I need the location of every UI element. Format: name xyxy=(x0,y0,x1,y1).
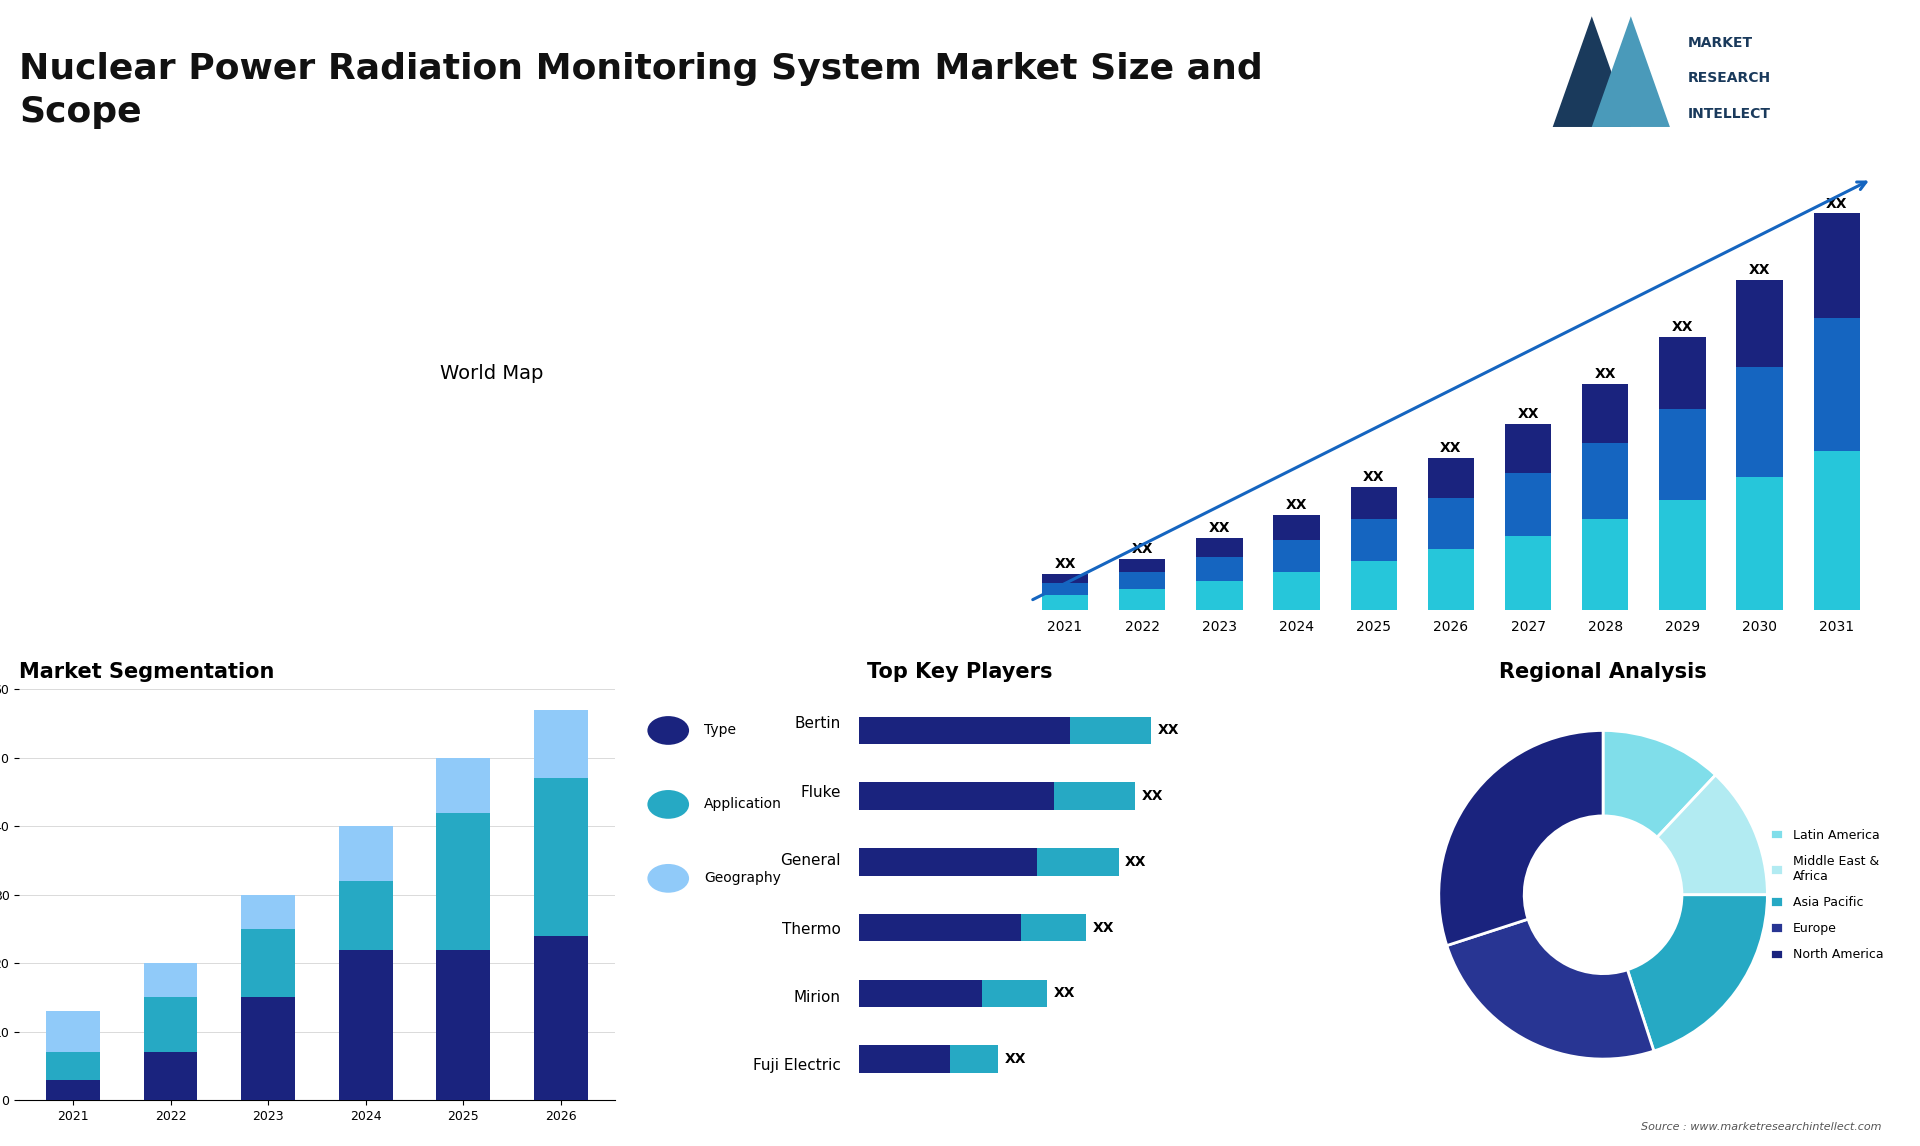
Text: XX: XX xyxy=(1594,368,1617,382)
Polygon shape xyxy=(1592,16,1670,127)
Bar xyxy=(1736,477,1784,610)
Bar xyxy=(1350,519,1398,560)
Wedge shape xyxy=(1657,775,1768,895)
Bar xyxy=(1119,589,1165,610)
Bar xyxy=(1119,559,1165,572)
Bar xyxy=(1350,487,1398,519)
Text: XX: XX xyxy=(1749,262,1770,277)
Bar xyxy=(1505,424,1551,473)
Legend: Latin America, Middle East &
Africa, Asia Pacific, Europe, North America: Latin America, Middle East & Africa, Asi… xyxy=(1764,824,1889,966)
Text: XX: XX xyxy=(1054,557,1075,571)
Text: XX: XX xyxy=(1131,542,1152,556)
Text: Source : www.marketresearchintellect.com: Source : www.marketresearchintellect.com xyxy=(1642,1122,1882,1132)
Bar xyxy=(1196,557,1242,581)
Text: MARKET: MARKET xyxy=(1688,36,1753,49)
Bar xyxy=(242,997,296,1100)
Text: XX: XX xyxy=(1826,197,1847,211)
Text: General: General xyxy=(780,853,841,868)
Bar xyxy=(534,709,588,778)
Bar xyxy=(1043,583,1089,595)
Wedge shape xyxy=(1628,895,1768,1051)
Text: Application: Application xyxy=(705,798,781,811)
Bar xyxy=(1428,549,1475,610)
Bar xyxy=(1428,499,1475,549)
Bar xyxy=(1505,536,1551,610)
Bar xyxy=(1273,515,1319,540)
Bar xyxy=(534,936,588,1100)
Bar xyxy=(144,1052,198,1100)
Text: Nuclear Power Radiation Monitoring System Market Size and
Scope: Nuclear Power Radiation Monitoring Syste… xyxy=(19,52,1263,129)
Bar xyxy=(338,826,392,881)
Bar xyxy=(242,929,296,997)
Text: Market Segmentation: Market Segmentation xyxy=(19,662,275,682)
Text: Type: Type xyxy=(705,723,735,738)
Text: Fuji Electric: Fuji Electric xyxy=(753,1059,841,1074)
Bar xyxy=(1736,280,1784,367)
Bar xyxy=(338,950,392,1100)
Bar xyxy=(1505,473,1551,536)
Bar xyxy=(242,895,296,929)
Bar xyxy=(144,964,198,997)
Bar xyxy=(1043,595,1089,610)
Bar xyxy=(1196,537,1242,557)
Text: XX: XX xyxy=(1517,407,1538,421)
Bar xyxy=(1659,409,1705,500)
Text: Thermo: Thermo xyxy=(781,921,841,936)
Bar xyxy=(436,813,490,950)
Bar xyxy=(1273,572,1319,610)
Bar xyxy=(1659,337,1705,409)
Bar xyxy=(144,997,198,1052)
Text: Geography: Geography xyxy=(705,871,781,886)
Bar xyxy=(1428,458,1475,499)
Circle shape xyxy=(647,790,689,818)
Bar xyxy=(46,1011,100,1052)
Circle shape xyxy=(647,716,689,745)
Text: World Map: World Map xyxy=(440,364,543,383)
Circle shape xyxy=(647,864,689,893)
Text: XX: XX xyxy=(1672,320,1693,333)
Bar xyxy=(1659,500,1705,610)
Bar xyxy=(46,1080,100,1100)
Wedge shape xyxy=(1448,919,1653,1059)
Bar xyxy=(436,758,490,813)
Bar xyxy=(1814,213,1860,317)
Title: Top Key Players: Top Key Players xyxy=(868,662,1052,682)
Title: Regional Analysis: Regional Analysis xyxy=(1500,662,1707,682)
Wedge shape xyxy=(1603,730,1716,838)
Text: XX: XX xyxy=(1286,499,1308,512)
Bar xyxy=(436,950,490,1100)
Polygon shape xyxy=(1553,16,1630,127)
Bar xyxy=(1582,519,1628,610)
Bar xyxy=(534,778,588,936)
Bar xyxy=(1350,560,1398,610)
Bar xyxy=(1043,574,1089,583)
Bar xyxy=(338,881,392,950)
Bar xyxy=(1119,572,1165,589)
Bar xyxy=(1736,367,1784,477)
Bar xyxy=(1814,317,1860,450)
Text: Mirion: Mirion xyxy=(793,990,841,1005)
Bar xyxy=(1582,444,1628,519)
Text: INTELLECT: INTELLECT xyxy=(1688,107,1770,120)
Text: RESEARCH: RESEARCH xyxy=(1688,71,1770,85)
Bar xyxy=(1196,581,1242,610)
Bar xyxy=(1814,450,1860,610)
Bar xyxy=(1582,384,1628,444)
Text: XX: XX xyxy=(1208,521,1231,535)
Text: Fluke: Fluke xyxy=(801,785,841,800)
Wedge shape xyxy=(1438,730,1603,945)
Text: XX: XX xyxy=(1363,470,1384,484)
Text: XX: XX xyxy=(1440,441,1461,455)
Bar xyxy=(1273,540,1319,572)
Bar xyxy=(46,1052,100,1080)
Text: Bertin: Bertin xyxy=(795,716,841,731)
